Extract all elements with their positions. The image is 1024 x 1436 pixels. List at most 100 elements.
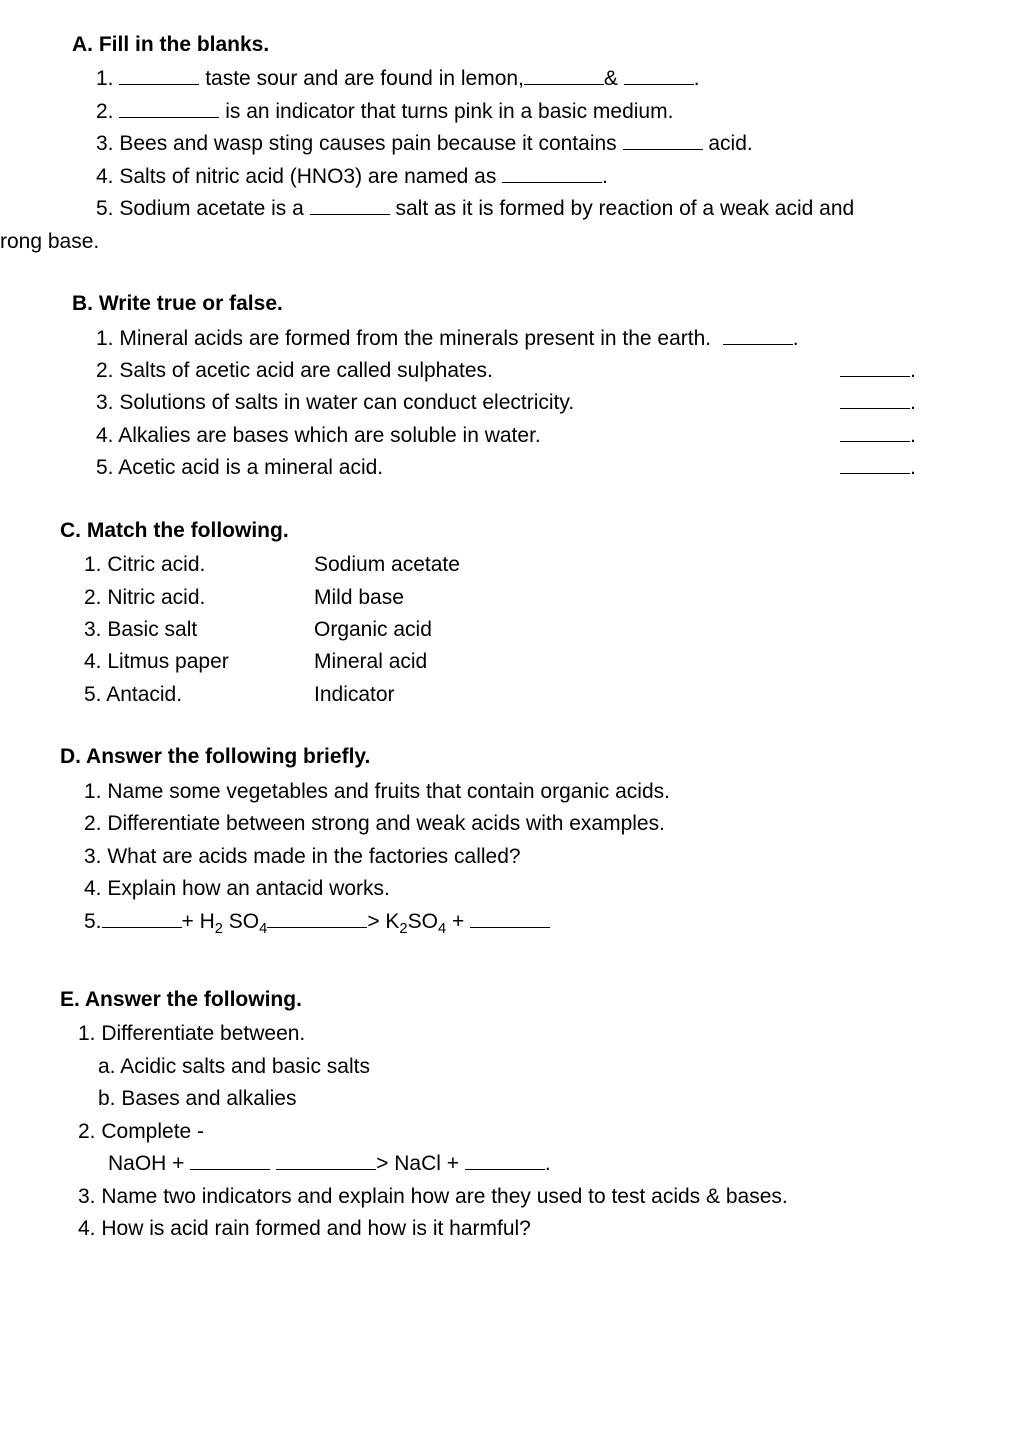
b-item-2: 2. Salts of acetic acid are called sulph…	[96, 356, 916, 386]
d5-c: SO	[223, 910, 259, 933]
b-item-4: 4. Alkalies are bases which are soluble …	[96, 421, 916, 451]
section-b-heading: B. Write true or false.	[72, 289, 994, 319]
b4-text: 4. Alkalies are bases which are soluble …	[96, 421, 541, 451]
b5-text: 5. Acetic acid is a mineral acid.	[96, 453, 383, 483]
d5-e: SO	[408, 910, 438, 933]
d-item-3: 3. What are acids made in the factories …	[84, 842, 994, 872]
sub-4: 4	[438, 921, 446, 937]
section-e: E. Answer the following. 1. Differentiat…	[0, 985, 994, 1245]
a-item-1: 1. taste sour and are found in lemon,& .	[96, 64, 994, 94]
d5-d: > K	[367, 910, 399, 933]
blank[interactable]	[840, 358, 910, 377]
d-item-2: 2. Differentiate between strong and weak…	[84, 809, 994, 839]
a3-part1: 3. Bees and wasp sting causes pain becau…	[96, 132, 623, 155]
a2-part2: is an indicator that turns pink in a bas…	[225, 100, 673, 123]
blank[interactable]	[465, 1151, 545, 1170]
section-a: A. Fill in the blanks. 1. taste sour and…	[0, 30, 994, 257]
a-item-4: 4. Salts of nitric acid (HNO3) are named…	[96, 162, 994, 192]
d5-f: +	[446, 910, 464, 933]
e2-a: NaOH +	[108, 1152, 184, 1175]
c-left-1: 1. Citric acid.	[84, 550, 314, 580]
c-right-4: Mineral acid	[314, 647, 427, 677]
c-row-4: 4. Litmus paper Mineral acid	[84, 647, 994, 677]
a4-part2: .	[602, 165, 608, 188]
section-c-heading: C. Match the following.	[60, 516, 994, 546]
blank[interactable]	[840, 455, 910, 474]
section-e-list: 1. Differentiate between. a. Acidic salt…	[78, 1019, 994, 1244]
blank[interactable]	[276, 1151, 376, 1170]
b1-text: 1. Mineral acids are formed from the min…	[96, 327, 711, 350]
a-item-3: 3. Bees and wasp sting causes pain becau…	[96, 129, 994, 159]
b3-text: 3. Solutions of salts in water can condu…	[96, 388, 574, 418]
section-b: B. Write true or false. 1. Mineral acids…	[0, 289, 994, 484]
sub-2: 2	[215, 921, 223, 937]
section-e-heading: E. Answer the following.	[60, 985, 994, 1015]
section-b-list: 1. Mineral acids are formed from the min…	[96, 324, 994, 484]
c-left-2: 2. Nitric acid.	[84, 583, 314, 613]
c-left-5: 5. Antacid.	[84, 680, 314, 710]
sub-4: 4	[259, 921, 267, 937]
e-item-3: 3. Name two indicators and explain how a…	[78, 1182, 994, 1212]
blank[interactable]	[310, 196, 390, 215]
a1-part1: 1.	[96, 67, 114, 90]
a5-continuation: rong base.	[0, 227, 994, 257]
blank[interactable]	[624, 67, 694, 86]
a3-part2: acid.	[708, 132, 752, 155]
blank[interactable]	[840, 423, 910, 442]
section-d-heading: D. Answer the following briefly.	[60, 742, 994, 772]
c-row-2: 2. Nitric acid. Mild base	[84, 583, 994, 613]
c-right-3: Organic acid	[314, 615, 432, 645]
a5-part2: salt as it is formed by reaction of a we…	[395, 197, 854, 220]
d5-b: + H	[182, 910, 215, 933]
b-item-3: 3. Solutions of salts in water can condu…	[96, 388, 916, 418]
blank[interactable]	[623, 131, 703, 150]
blank[interactable]	[102, 909, 182, 928]
a2-part1: 2.	[96, 100, 114, 123]
section-a-heading: A. Fill in the blanks.	[72, 30, 994, 60]
d5-a: 5.	[84, 910, 102, 933]
b2-text: 2. Salts of acetic acid are called sulph…	[96, 356, 493, 386]
b-item-5: 5. Acetic acid is a mineral acid. .	[96, 453, 916, 483]
c-row-1: 1. Citric acid. Sodium acetate	[84, 550, 994, 580]
e-item-1b: b. Bases and alkalies	[98, 1084, 994, 1114]
c-left-3: 3. Basic salt	[84, 615, 314, 645]
section-a-list: 1. taste sour and are found in lemon, & .…	[96, 64, 994, 224]
d-item-4: 4. Explain how an antacid works.	[84, 874, 994, 904]
sub-2: 2	[399, 921, 407, 937]
blank[interactable]	[190, 1151, 270, 1170]
a-item-5: 5. Sodium acetate is a salt as it is for…	[96, 194, 994, 224]
section-c: C. Match the following. 1. Citric acid. …	[0, 516, 994, 711]
blank[interactable]	[723, 326, 793, 345]
c-left-4: 4. Litmus paper	[84, 647, 314, 677]
c-right-1: Sodium acetate	[314, 550, 460, 580]
c-row-3: 3. Basic salt Organic acid	[84, 615, 994, 645]
e-item-2: 2. Complete -	[78, 1117, 994, 1147]
d-item-5: 5.+ H2 SO4> K2SO4 +	[84, 907, 994, 937]
a-item-2: 2. is an indicator that turns pink in a …	[96, 97, 994, 127]
blank[interactable]	[840, 391, 910, 410]
e-item-1a: a. Acidic salts and basic salts	[98, 1052, 994, 1082]
c-right-5: Indicator	[314, 680, 395, 710]
d-item-1: 1. Name some vegetables and fruits that …	[84, 777, 994, 807]
b-item-1: 1. Mineral acids are formed from the min…	[96, 324, 916, 354]
a1-part2: taste sour and are found in lemon,	[205, 67, 524, 90]
e2-c: .	[545, 1152, 551, 1175]
blank[interactable]	[502, 164, 602, 183]
blank[interactable]	[267, 909, 367, 928]
c-right-2: Mild base	[314, 583, 404, 613]
e-item-2-eq: NaOH + > NaCl + .	[108, 1149, 994, 1179]
section-d-list: 1. Name some vegetables and fruits that …	[84, 777, 994, 937]
blank[interactable]	[470, 909, 550, 928]
a1-amp: &	[604, 67, 618, 90]
blank[interactable]	[119, 67, 199, 86]
e-item-1: 1. Differentiate between.	[78, 1019, 994, 1049]
section-c-list: 1. Citric acid. Sodium acetate 2. Nitric…	[84, 550, 994, 710]
e2-b: > NaCl +	[376, 1152, 459, 1175]
a5-part1: 5. Sodium acetate is a	[96, 197, 310, 220]
section-d: D. Answer the following briefly. 1. Name…	[0, 742, 994, 937]
blank[interactable]	[524, 67, 604, 86]
c-row-5: 5. Antacid. Indicator	[84, 680, 994, 710]
e-item-4: 4. How is acid rain formed and how is it…	[78, 1214, 994, 1244]
blank[interactable]	[119, 99, 219, 118]
a4-part1: 4. Salts of nitric acid (HNO3) are named…	[96, 165, 502, 188]
